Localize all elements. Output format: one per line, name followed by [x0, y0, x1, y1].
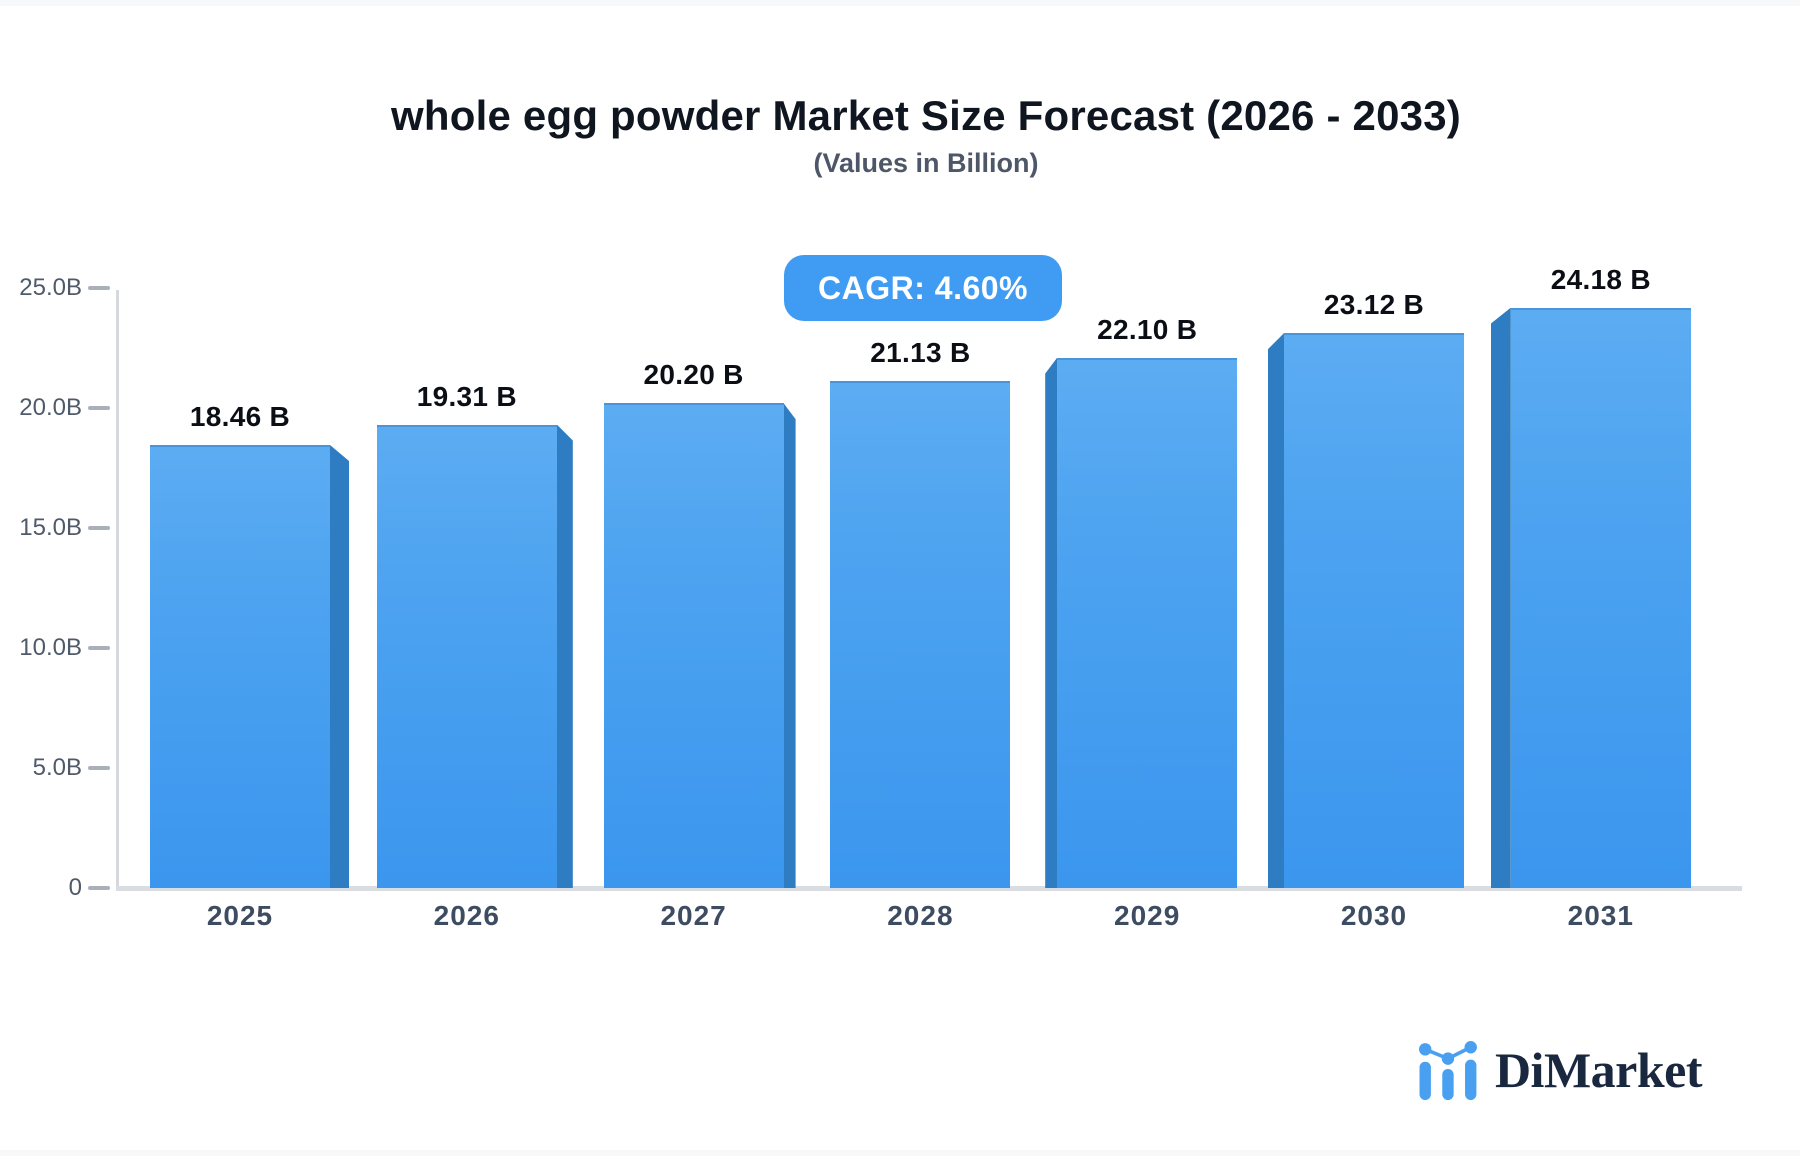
y-axis-tick-mark: [88, 886, 110, 890]
x-axis-baseline: [116, 886, 1742, 891]
y-axis-tick-mark: [88, 766, 110, 770]
bar-value-label: 24.18 B: [1550, 263, 1651, 295]
3d-bar-side: [556, 424, 573, 888]
dimarket-logo-text: DiMarket: [1494, 1042, 1703, 1098]
bar-value-label: 18.46 B: [189, 400, 291, 432]
top-edge-strip: [0, 0, 1800, 6]
y-axis-line: [116, 290, 119, 888]
x-axis-category-label: 2025: [206, 900, 274, 931]
y-axis-tick-label: 5.0B: [32, 754, 82, 781]
bar-2031: [1510, 307, 1691, 888]
3d-bar-side: [330, 444, 349, 888]
bottom-edge-strip: [0, 1150, 1800, 1156]
3d-bar-side: [1490, 307, 1511, 888]
y-axis-tick-label: 0: [68, 874, 82, 901]
cagr-badge: CAGR: 4.60%: [784, 255, 1062, 321]
x-axis-category-label: 2031: [1567, 900, 1634, 931]
3d-bar-side: [1268, 333, 1284, 888]
x-axis-category-label: 2030: [1340, 900, 1408, 931]
y-axis-tick-mark: [88, 646, 110, 650]
y-axis-tick-label: 15.0B: [19, 514, 82, 541]
dimarket-logo-icon: [1418, 1041, 1477, 1100]
bar-2026: [376, 424, 557, 888]
bar-2029: [1057, 357, 1238, 888]
3d-bar-side: [783, 403, 796, 888]
y-axis-tick-label: 10.0B: [19, 634, 82, 661]
y-axis-tick-mark: [88, 406, 110, 410]
3d-bar-side: [1045, 357, 1058, 888]
bar-2027: [603, 403, 784, 888]
y-axis-tick-mark: [88, 286, 110, 290]
cagr-badge-label: CAGR: 4.60%: [818, 269, 1028, 306]
bar-value-label: 21.13 B: [870, 336, 971, 368]
chart-title: whole egg powder Market Size Forecast (2…: [391, 92, 1461, 139]
bar-value-label: 23.12 B: [1323, 289, 1425, 321]
bar-2028: [830, 380, 1011, 888]
y-axis-tick-label: 25.0B: [19, 274, 82, 301]
bar-2030: [1284, 333, 1464, 888]
brand-logo: DiMarket: [1417, 1040, 1703, 1100]
x-axis-category-label: 2026: [433, 900, 500, 931]
x-axis-category-label: 2027: [660, 900, 727, 931]
bar-value-label: 22.10 B: [1097, 313, 1198, 345]
chart-subtitle: (Values in Billion): [813, 148, 1039, 178]
bar-2025: [150, 444, 330, 888]
x-axis-category-label: 2029: [1114, 900, 1181, 931]
y-axis-tick-label: 20.0B: [19, 394, 82, 421]
x-axis-category-label: 2028: [887, 900, 954, 931]
bar-value-label: 20.20 B: [643, 359, 744, 391]
y-axis-tick-mark: [88, 526, 110, 530]
bar-value-label: 19.31 B: [416, 380, 517, 412]
